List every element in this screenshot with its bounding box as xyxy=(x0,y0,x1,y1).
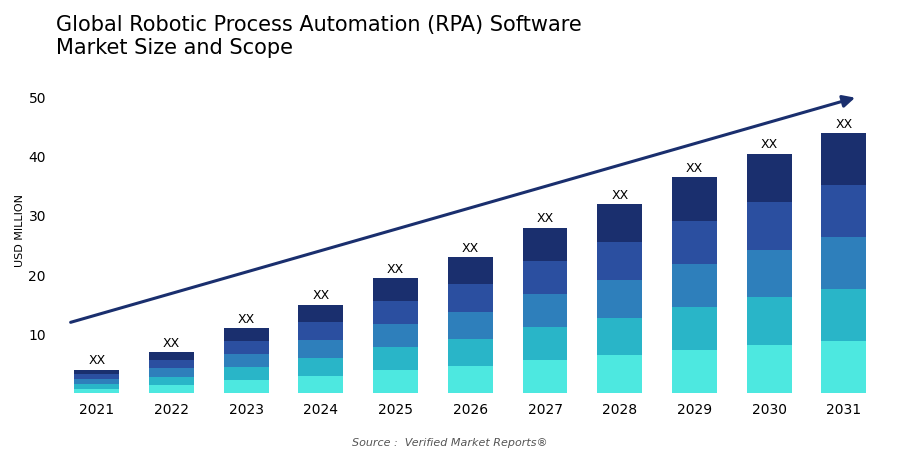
Bar xyxy=(299,340,343,358)
Bar xyxy=(149,352,194,360)
Bar xyxy=(374,370,418,393)
Text: XX: XX xyxy=(88,354,105,367)
Bar xyxy=(224,341,268,354)
Text: Global Robotic Process Automation (RPA) Software
Market Size and Scope: Global Robotic Process Automation (RPA) … xyxy=(56,15,581,58)
Bar xyxy=(523,327,568,360)
Text: XX: XX xyxy=(611,189,628,202)
Bar xyxy=(747,202,792,250)
Bar xyxy=(75,384,119,388)
Text: XX: XX xyxy=(238,313,255,326)
Bar xyxy=(448,339,493,366)
Bar xyxy=(747,250,792,297)
Text: XX: XX xyxy=(163,337,180,350)
Bar xyxy=(149,385,194,393)
Bar xyxy=(523,294,568,327)
Bar xyxy=(299,376,343,393)
Bar xyxy=(598,318,643,356)
Bar xyxy=(523,360,568,393)
Bar xyxy=(149,360,194,369)
Bar xyxy=(523,228,568,261)
Bar xyxy=(822,341,867,393)
Bar xyxy=(747,297,792,346)
Bar xyxy=(374,324,418,347)
Bar xyxy=(224,354,268,367)
Bar xyxy=(598,242,643,280)
Bar xyxy=(448,284,493,312)
Bar xyxy=(149,377,194,385)
Bar xyxy=(299,358,343,376)
Bar xyxy=(224,328,268,341)
Bar xyxy=(374,278,418,301)
Bar xyxy=(448,366,493,393)
Text: XX: XX xyxy=(760,139,778,152)
Bar xyxy=(224,380,268,393)
Bar xyxy=(374,347,418,370)
Bar xyxy=(448,312,493,339)
Bar xyxy=(598,280,643,318)
Text: XX: XX xyxy=(835,118,852,131)
Bar xyxy=(598,204,643,242)
Text: XX: XX xyxy=(686,162,703,175)
Bar xyxy=(747,154,792,202)
Bar xyxy=(672,177,717,220)
Bar xyxy=(448,257,493,284)
Bar xyxy=(747,346,792,393)
Bar xyxy=(672,220,717,264)
Bar xyxy=(75,379,119,384)
Bar xyxy=(822,185,867,237)
Text: XX: XX xyxy=(536,212,554,225)
Bar xyxy=(672,350,717,393)
Bar xyxy=(822,289,867,341)
Bar xyxy=(672,307,717,350)
Bar xyxy=(299,305,343,322)
Bar xyxy=(523,261,568,294)
Bar xyxy=(822,133,867,185)
Text: Source :  Verified Market Reports®: Source : Verified Market Reports® xyxy=(352,438,548,448)
Bar xyxy=(75,369,119,374)
Bar xyxy=(598,356,643,393)
Bar xyxy=(149,369,194,377)
Text: XX: XX xyxy=(462,242,479,255)
Bar xyxy=(75,374,119,379)
Y-axis label: USD MILLION: USD MILLION xyxy=(15,194,25,267)
Text: XX: XX xyxy=(312,289,329,302)
Bar xyxy=(672,264,717,307)
Bar xyxy=(374,301,418,324)
Text: XX: XX xyxy=(387,263,404,275)
Bar xyxy=(75,388,119,393)
Bar xyxy=(822,237,867,289)
Bar xyxy=(299,322,343,340)
Bar xyxy=(224,367,268,380)
